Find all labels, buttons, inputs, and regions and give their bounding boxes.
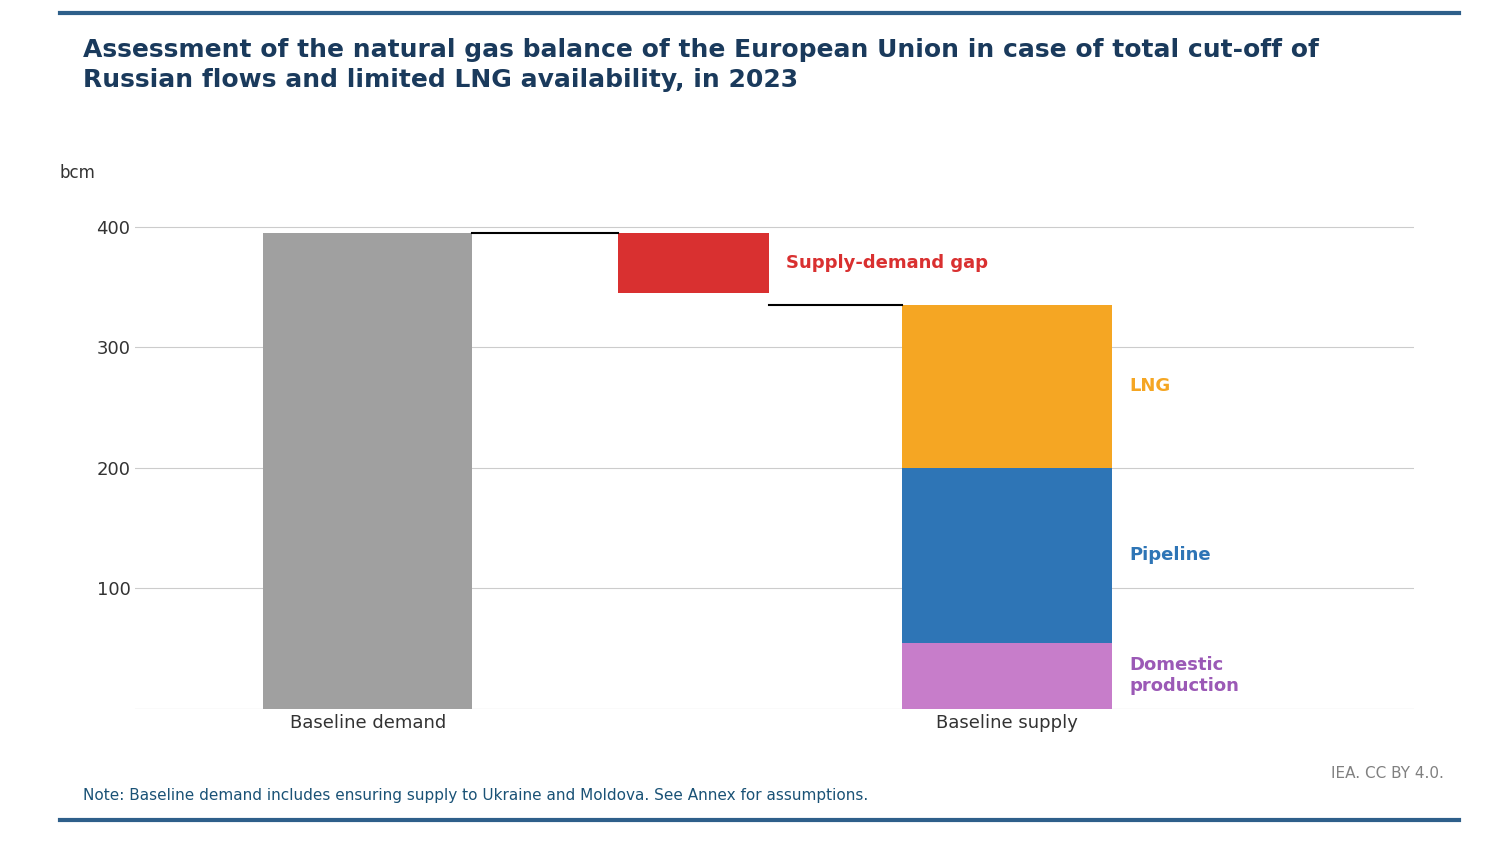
Bar [902, 468, 1111, 642]
Y-axis label: bcm: bcm [60, 165, 96, 182]
Text: Pipeline: Pipeline [1130, 546, 1211, 565]
Text: Assessment of the natural gas balance of the European Union in case of total cut: Assessment of the natural gas balance of… [83, 38, 1319, 92]
Text: LNG: LNG [1130, 377, 1170, 396]
Bar [263, 233, 472, 709]
Text: Domestic
production: Domestic production [1130, 657, 1239, 695]
Text: IEA. CC BY 4.0.: IEA. CC BY 4.0. [1331, 766, 1444, 781]
Bar [902, 305, 1111, 468]
Bar [618, 233, 769, 293]
Text: Note: Baseline demand includes ensuring supply to Ukraine and Moldova. See Annex: Note: Baseline demand includes ensuring … [83, 788, 868, 803]
Bar [902, 642, 1111, 709]
Text: Supply-demand gap: Supply-demand gap [787, 254, 988, 272]
